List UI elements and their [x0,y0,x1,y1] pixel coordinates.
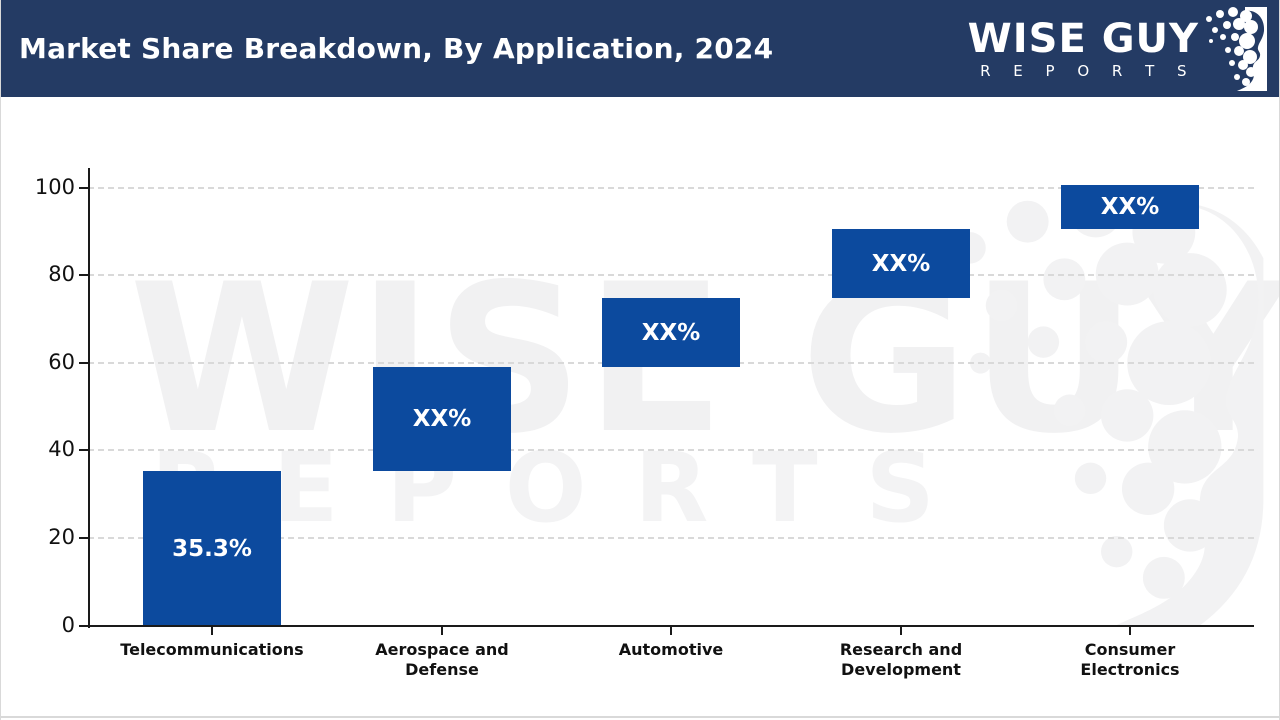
y-tick-mark [79,274,88,276]
x-category-label: Telecommunications [97,640,327,660]
y-tick-label: 40 [48,437,75,461]
x-category-label-line: Telecommunications [120,640,304,659]
bottom-border [1,716,1279,718]
bar-value-label: 35.3% [172,535,252,562]
x-category-label-line: Automotive [618,640,724,659]
y-tick-mark [79,625,88,627]
dotted-face-icon [1206,6,1267,91]
x-category-label: Consumer Electronics [1015,640,1245,680]
x-tick-mark [1129,627,1131,635]
bar-automotive: XX% [602,298,740,367]
bar-value-label: XX% [871,250,931,277]
x-tick-mark [670,627,672,635]
logo-text: WISE GUY R E P O R T S [968,19,1199,79]
bar-research-and-development: XX% [832,229,970,298]
bar-telecommunications: 35.3% [143,471,281,626]
gridline [88,187,1254,189]
bar-aerospace-and-defense: XX% [373,367,511,471]
x-category-label: Automotive [556,640,786,660]
x-category-label-line: Aerospace and [375,640,509,659]
y-tick-mark [79,537,88,539]
y-tick-label: 60 [48,350,75,374]
y-tick-label: 80 [48,262,75,286]
y-tick-label: 20 [48,525,75,549]
x-tick-mark [211,627,213,635]
wise-guy-logo: WISE GUY R E P O R T S [968,6,1279,91]
x-category-label: Aerospace and Defense [327,640,557,680]
x-tick-mark [900,627,902,635]
header-bar: Market Share Breakdown, By Application, … [1,0,1279,97]
gridline [88,537,1254,539]
y-tick-label: 0 [61,613,75,637]
y-tick-mark [79,449,88,451]
x-tick-mark [441,627,443,635]
x-category-label: Research and Development [786,640,1016,680]
gridline [88,449,1254,451]
x-category-label-line: Defense [405,660,479,679]
bar-value-label: XX% [641,319,701,346]
logo-wordmark: WISE GUY [967,15,1199,62]
gridline [88,274,1254,276]
x-category-label-line: Electronics [1080,660,1180,679]
bar-value-label: XX% [1100,194,1160,220]
x-axis-line [88,625,1254,627]
page-title: Market Share Breakdown, By Application, … [19,32,774,65]
logo-subtitle: R E P O R T S [980,61,1196,80]
y-axis-line [88,168,90,628]
bar-consumer-electronics: XX% [1061,185,1199,229]
x-category-label-line: Development [841,660,961,679]
bar-value-label: XX% [412,406,472,432]
x-category-label-line: Consumer [1084,640,1176,659]
y-tick-mark [79,187,88,189]
y-tick-label: 100 [34,175,75,199]
y-tick-mark [79,362,88,364]
x-category-label-line: Research and [839,640,963,659]
